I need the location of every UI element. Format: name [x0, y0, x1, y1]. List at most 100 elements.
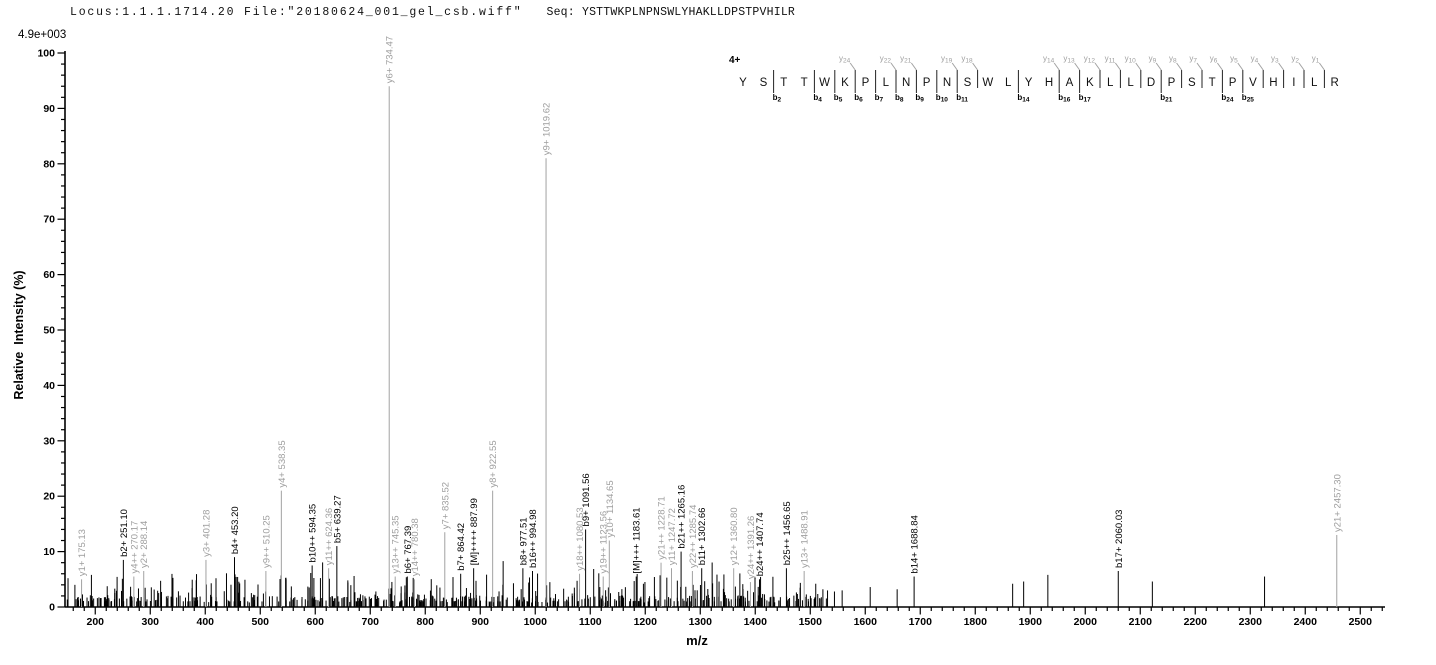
y-ion-label: y12: [1084, 54, 1096, 65]
y-tick-label: 80: [43, 158, 55, 170]
y-ion-label: y21: [900, 54, 912, 65]
x-tick-label: 1800: [964, 616, 988, 628]
y-ion-tick: [849, 62, 856, 71]
x-tick-label: 2100: [1129, 616, 1153, 628]
peak-label: y4+ 538.35: [277, 440, 288, 487]
peak-label: y3+ 401.28: [201, 510, 212, 557]
y-ion-tick: [1318, 62, 1325, 71]
y-tick-label: 90: [43, 103, 55, 115]
peak-label: b8+ 977.51: [518, 517, 529, 565]
b-ion-label: b25: [1242, 93, 1255, 104]
x-tick-label: 800: [416, 616, 434, 628]
y-ion-tick: [1135, 62, 1142, 71]
x-tick-label: 2500: [1349, 616, 1373, 628]
peaks: [66, 86, 1338, 607]
y-tick-label: 0: [49, 602, 55, 614]
y-ion-label: y6: [1210, 54, 1218, 65]
x-tick-label: 1900: [1019, 616, 1043, 628]
x-tick-label: 1000: [524, 616, 548, 628]
y-ion-label: y7: [1189, 54, 1197, 65]
peak-label: y13+ 1488.91: [800, 510, 811, 568]
max-intensity-label: 4.9e+003: [18, 29, 67, 41]
residue-letter: R: [1330, 77, 1338, 89]
x-tick-label: 500: [251, 616, 269, 628]
y-tick-label: 50: [43, 325, 55, 337]
residue-letter: W: [819, 77, 830, 89]
residue-letter: P: [862, 77, 870, 89]
peak-label: y18++ 1080.53: [575, 507, 586, 570]
residue-letter: H: [1045, 77, 1053, 89]
y-ion-label: y11: [1105, 54, 1116, 65]
peak-label: b14+ 1688.84: [910, 515, 921, 573]
residue-letter: T: [780, 77, 787, 89]
y-tick-label: 60: [43, 269, 55, 281]
peak-label: b10++ 594.35: [308, 504, 319, 563]
peak-label: [M]+++ 1183.61: [632, 507, 643, 573]
peak-label: y11+ 1247.72: [667, 508, 678, 565]
y-ion-label: y22: [880, 54, 892, 65]
peak-label: y6+ 734.47: [385, 36, 396, 83]
residue-letter: A: [1066, 77, 1074, 89]
y-ion-tick: [1094, 62, 1101, 71]
y-ion-tick: [1155, 62, 1162, 71]
residue-letter: N: [902, 77, 910, 89]
y-ion-label: y2: [1291, 54, 1299, 65]
locus-file-label: Locus:1.1.1.1714.20 File:"20180624_001_g…: [70, 6, 523, 19]
peak-label: y14++ 780.38: [410, 518, 421, 576]
b-ion-label: b2: [773, 93, 782, 104]
residue-letter: Y: [739, 77, 747, 89]
seq-prefix: Seq:: [546, 6, 575, 19]
b-ion-label: b16: [1058, 93, 1071, 104]
x-tick-label: 2200: [1184, 616, 1208, 628]
x-tick-label: 300: [141, 616, 159, 628]
b-ion-label: b21: [1160, 93, 1173, 104]
y-ion-tick: [1114, 62, 1121, 71]
residue-letter: W: [982, 77, 993, 89]
y-ion-tick: [1216, 62, 1223, 71]
x-tick-label: 400: [196, 616, 214, 628]
b-ion-label: b4: [813, 93, 822, 104]
residue-letter: Y: [1025, 77, 1033, 89]
axes: 200 300 400 500 600 700 800 900 1000 1100 1200 1300…: [37, 48, 1385, 628]
residue-letter: S: [964, 77, 972, 89]
residue-letter: P: [923, 77, 931, 89]
y-tick-label: 20: [43, 491, 55, 503]
y-ion-label: y4: [1251, 54, 1259, 65]
residue-letter: D: [1147, 77, 1155, 89]
peak-label: y4++ 270.17: [129, 521, 140, 574]
peak-label: y8+ 922.55: [488, 440, 499, 487]
x-tick-label: 1100: [579, 616, 602, 628]
y-tick-label: 70: [43, 214, 55, 226]
residue-letter: L: [1127, 77, 1134, 89]
seq-label: Seq: YSTTWKPLNPNSWLYHAKLLDPSTPVHILR: [546, 6, 795, 19]
b-ion-label: b6: [854, 93, 863, 104]
peak-label: b21++ 1265.16: [677, 485, 688, 549]
x-axis-title: m/z: [686, 633, 708, 648]
y-ion-tick: [1176, 62, 1183, 71]
x-tick-label: 1400: [744, 616, 768, 628]
y-ion-tick: [1298, 62, 1305, 71]
x-tick-label: 700: [361, 616, 379, 628]
b-ion-label: b14: [1017, 93, 1030, 104]
peak-label: y9+ 1019.62: [542, 103, 553, 156]
y-tick-label: 40: [43, 380, 55, 392]
y-axis-title: Relative Intensity (%): [12, 270, 26, 400]
peak-label: b7+ 864.42: [456, 523, 467, 571]
y-ion-tick: [972, 62, 979, 71]
y-ion-label: y24: [839, 54, 851, 65]
y-ion-tick: [890, 62, 897, 71]
peak-label: y19++ 1123.56: [599, 511, 610, 574]
x-tick-label: 600: [306, 616, 324, 628]
y-ion-label: y14: [1043, 54, 1055, 65]
residue-letter: T: [801, 77, 808, 89]
residue-letter: S: [1188, 77, 1196, 89]
residue-letter: L: [1005, 77, 1012, 89]
y-ion-tick: [1053, 62, 1060, 71]
residue-letter: P: [1229, 77, 1237, 89]
b-ion-label: b7: [875, 93, 884, 104]
peak-label: y10+ 1134.65: [605, 480, 616, 537]
y-tick-label: 10: [43, 546, 55, 558]
y-ion-tick: [910, 62, 917, 71]
